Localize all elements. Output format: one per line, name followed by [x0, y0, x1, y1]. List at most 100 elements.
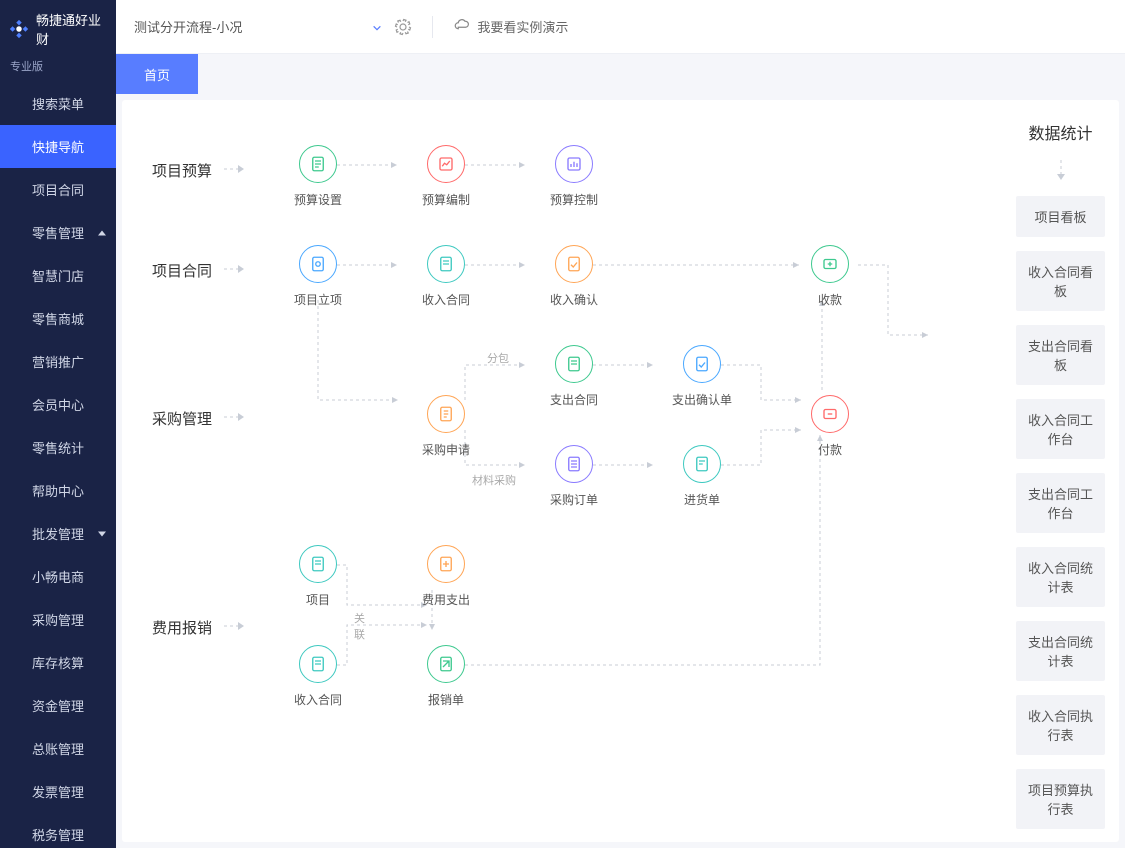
doc-icon [299, 145, 337, 183]
node-label: 费用支出 [422, 591, 470, 608]
brand-name: 畅捷通好业财 [36, 10, 108, 48]
label-subcontract: 分包 [487, 350, 509, 366]
node-project-init[interactable]: 项目立项 [280, 245, 356, 308]
sidebar-item-retail-mall[interactable]: 零售商城 [0, 297, 116, 340]
node-expense-contract[interactable]: 支出合同 [536, 345, 612, 408]
node-label: 采购订单 [550, 491, 598, 508]
node-label: 预算控制 [550, 191, 598, 208]
stat-btn-1[interactable]: 收入合同看板 [1016, 251, 1105, 311]
node-budget-setup[interactable]: 预算设置 [280, 145, 356, 208]
node-label: 报销单 [428, 691, 464, 708]
doc-icon [427, 645, 465, 683]
sidebar-item-xc-ecom[interactable]: 小畅电商 [0, 555, 116, 598]
brand-icon [8, 18, 30, 40]
sidebar-item-purchase[interactable]: 采购管理 [0, 598, 116, 641]
stat-btn-0[interactable]: 项目看板 [1016, 196, 1105, 237]
node-label: 项目 [306, 591, 330, 608]
node-budget-compile[interactable]: 预算编制 [408, 145, 484, 208]
node-expense-confirm[interactable]: 支出确认单 [664, 345, 740, 408]
sidebar-item-tax[interactable]: 税务管理 [0, 813, 116, 848]
node-label: 采购申请 [422, 441, 470, 458]
node-income-contract[interactable]: 收入合同 [408, 245, 484, 308]
stat-btn-4[interactable]: 支出合同工作台 [1016, 473, 1105, 533]
bar-icon [555, 145, 593, 183]
node-label: 收入合同 [294, 691, 342, 708]
doc-icon [299, 245, 337, 283]
demo-link[interactable]: 我要看实例演示 [453, 16, 568, 37]
divider [432, 16, 433, 38]
node-goods-receipt[interactable]: 进货单 [664, 445, 740, 508]
chart-icon [427, 145, 465, 183]
row-label-budget: 项目预算 [152, 160, 212, 181]
stat-btn-5[interactable]: 收入合同统计表 [1016, 547, 1105, 607]
node-label: 支出确认单 [672, 391, 732, 408]
doc-icon [683, 445, 721, 483]
org-name: 测试分开流程-小况 [134, 17, 242, 36]
gear-icon[interactable] [394, 18, 412, 36]
doc-icon [555, 445, 593, 483]
sidebar-item-wholesale[interactable]: 批发管理 [0, 512, 116, 555]
doc-icon [555, 245, 593, 283]
node-budget-control[interactable]: 预算控制 [536, 145, 612, 208]
main: 测试分开流程-小况 我要看实例演示 首页 项目预算 项目合同 [116, 0, 1125, 848]
stats-title: 数据统计 [1016, 120, 1105, 144]
brand-edition: 专业版 [0, 58, 116, 82]
sidebar-item-retail-stats[interactable]: 零售统计 [0, 426, 116, 469]
arrow-icon [222, 410, 250, 427]
doc-icon [555, 345, 593, 383]
content: 项目预算 项目合同 采购管理 费用报销 [122, 100, 1119, 842]
tab-home[interactable]: 首页 [116, 54, 198, 94]
stat-btn-2[interactable]: 支出合同看板 [1016, 325, 1105, 385]
node-label: 支出合同 [550, 391, 598, 408]
topbar: 测试分开流程-小况 我要看实例演示 [116, 0, 1125, 54]
stat-btn-6[interactable]: 支出合同统计表 [1016, 621, 1105, 681]
label-relation: 关 联 [354, 610, 365, 642]
brand: 畅捷通好业财 [0, 0, 116, 58]
money-icon [811, 395, 849, 433]
cloud-icon [453, 16, 471, 37]
doc-icon [427, 245, 465, 283]
node-label: 预算编制 [422, 191, 470, 208]
stats-panel: 数据统计 项目看板 收入合同看板 支出合同看板 收入合同工作台 支出合同工作台 … [1002, 100, 1119, 842]
sidebar-item-inventory[interactable]: 库存核算 [0, 641, 116, 684]
node-purchase-apply[interactable]: 采购申请 [408, 395, 484, 458]
stat-btn-8[interactable]: 项目预算执行表 [1016, 769, 1105, 829]
doc-icon [299, 645, 337, 683]
sidebar-item-member[interactable]: 会员中心 [0, 383, 116, 426]
row-label-contract: 项目合同 [152, 260, 212, 281]
doc-icon [427, 545, 465, 583]
arrow-down-icon [1016, 158, 1105, 182]
node-reimburse[interactable]: 报销单 [408, 645, 484, 708]
sidebar-item-fund[interactable]: 资金管理 [0, 684, 116, 727]
node-label: 收款 [818, 291, 842, 308]
arrow-icon [222, 162, 250, 179]
stat-btn-7[interactable]: 收入合同执行表 [1016, 695, 1105, 755]
sidebar-item-project-contract[interactable]: 项目合同 [0, 168, 116, 211]
node-payment[interactable]: 付款 [792, 395, 868, 458]
node-purchase-order[interactable]: 采购订单 [536, 445, 612, 508]
sidebar-item-marketing[interactable]: 营销推广 [0, 340, 116, 383]
sidebar-item-search[interactable]: 搜索菜单 [0, 82, 116, 125]
node-project[interactable]: 项目 [280, 545, 356, 608]
stat-btn-3[interactable]: 收入合同工作台 [1016, 399, 1105, 459]
node-collection[interactable]: 收款 [792, 245, 868, 308]
doc-icon [299, 545, 337, 583]
doc-icon [427, 395, 465, 433]
node-expense-out[interactable]: 费用支出 [408, 545, 484, 608]
sidebar-item-invoice[interactable]: 发票管理 [0, 770, 116, 813]
sidebar-item-quicknav[interactable]: 快捷导航 [0, 125, 116, 168]
doc-icon [683, 345, 721, 383]
label-material: 材料采购 [472, 472, 516, 488]
sidebar-item-smart-store[interactable]: 智慧门店 [0, 254, 116, 297]
sidebar-item-ledger[interactable]: 总账管理 [0, 727, 116, 770]
row-label-expense: 费用报销 [152, 617, 212, 638]
sidebar-item-retail[interactable]: 零售管理 [0, 211, 116, 254]
org-selector[interactable]: 测试分开流程-小况 [134, 17, 382, 36]
node-label: 收入确认 [550, 291, 598, 308]
node-income-contract2[interactable]: 收入合同 [280, 645, 356, 708]
node-income-confirm[interactable]: 收入确认 [536, 245, 612, 308]
sidebar-item-help[interactable]: 帮助中心 [0, 469, 116, 512]
node-label: 收入合同 [422, 291, 470, 308]
node-label: 付款 [818, 441, 842, 458]
node-label: 预算设置 [294, 191, 342, 208]
